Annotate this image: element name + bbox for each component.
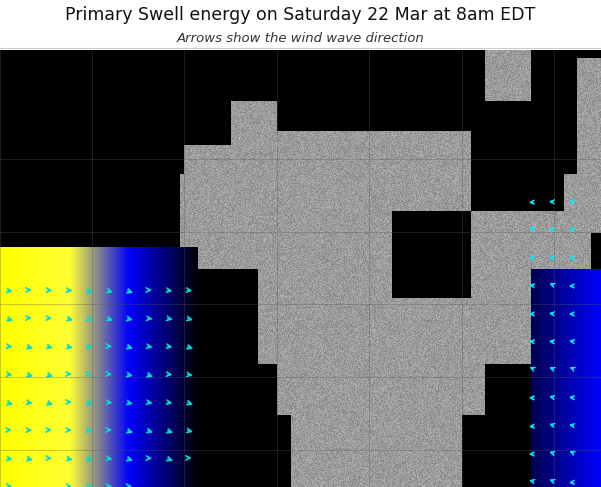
Text: Arrows show the wind wave direction: Arrows show the wind wave direction: [177, 33, 424, 45]
Text: Primary Swell energy on Saturday 22 Mar at 8am EDT: Primary Swell energy on Saturday 22 Mar …: [66, 6, 535, 24]
